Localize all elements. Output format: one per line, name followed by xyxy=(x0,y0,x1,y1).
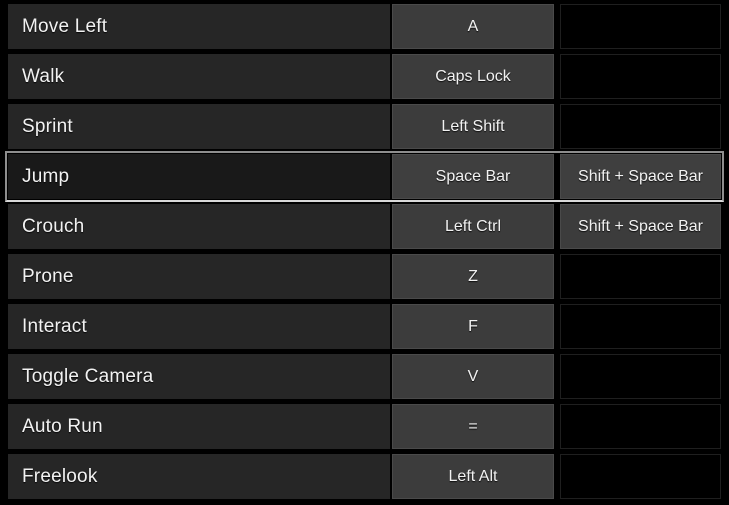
action-label: Walk xyxy=(8,54,390,99)
secondary-binding-button[interactable] xyxy=(560,104,721,149)
keybind-row[interactable]: Prone Z xyxy=(8,254,721,299)
keybind-row[interactable]: Crouch Left Ctrl Shift + Space Bar xyxy=(8,204,721,249)
action-label: Move Left xyxy=(8,4,390,49)
primary-binding-button[interactable]: = xyxy=(392,404,554,449)
secondary-binding-button[interactable] xyxy=(560,4,721,49)
secondary-binding-button[interactable] xyxy=(560,404,721,449)
keybind-row[interactable]: Walk Caps Lock xyxy=(8,54,721,99)
secondary-binding-button[interactable] xyxy=(560,254,721,299)
keybind-row[interactable]: Move Left A xyxy=(8,4,721,49)
secondary-binding-button[interactable] xyxy=(560,304,721,349)
action-label: Toggle Camera xyxy=(8,354,390,399)
secondary-binding-button[interactable] xyxy=(560,454,721,499)
keybind-row[interactable]: Sprint Left Shift xyxy=(8,104,721,149)
primary-binding-button[interactable]: Z xyxy=(392,254,554,299)
primary-binding-button[interactable]: V xyxy=(392,354,554,399)
primary-binding-button[interactable]: Space Bar xyxy=(392,154,554,199)
secondary-binding-button[interactable]: Shift + Space Bar xyxy=(560,154,721,199)
keybind-row[interactable]: Interact F xyxy=(8,304,721,349)
keybind-row[interactable]: Freelook Left Alt xyxy=(8,454,721,499)
primary-binding-button[interactable]: Left Shift xyxy=(392,104,554,149)
action-label: Jump xyxy=(8,154,390,199)
keybind-row[interactable]: Auto Run = xyxy=(8,404,721,449)
primary-binding-button[interactable]: A xyxy=(392,4,554,49)
secondary-binding-button[interactable]: Shift + Space Bar xyxy=(560,204,721,249)
primary-binding-button[interactable]: F xyxy=(392,304,554,349)
primary-binding-button[interactable]: Caps Lock xyxy=(392,54,554,99)
action-label: Prone xyxy=(8,254,390,299)
secondary-binding-button[interactable] xyxy=(560,354,721,399)
keybind-row[interactable]: Toggle Camera V xyxy=(8,354,721,399)
primary-binding-button[interactable]: Left Alt xyxy=(392,454,554,499)
action-label: Freelook xyxy=(8,454,390,499)
primary-binding-button[interactable]: Left Ctrl xyxy=(392,204,554,249)
action-label: Interact xyxy=(8,304,390,349)
action-label: Crouch xyxy=(8,204,390,249)
action-label: Auto Run xyxy=(8,404,390,449)
keybind-row[interactable]: Jump Space Bar Shift + Space Bar xyxy=(5,151,724,202)
secondary-binding-button[interactable] xyxy=(560,54,721,99)
action-label: Sprint xyxy=(8,104,390,149)
